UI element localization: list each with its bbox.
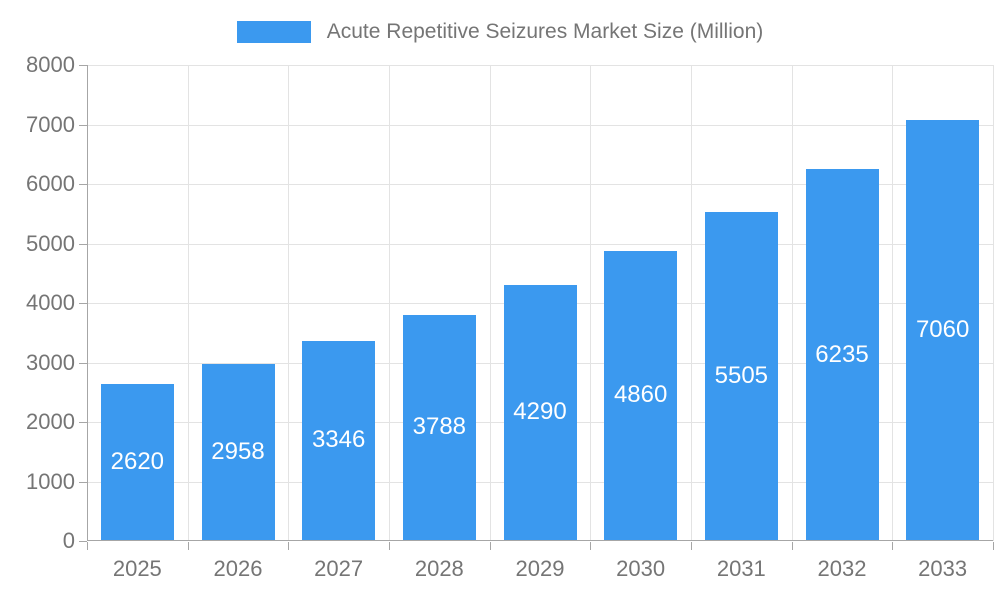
x-axis-tick-label: 2033 [918, 556, 968, 581]
x-axis-tick-label: 2030 [616, 556, 666, 581]
grid-line-horizontal [87, 65, 993, 66]
bar[interactable]: 5505 [704, 212, 778, 540]
bar-value-label: 5505 [714, 362, 769, 390]
y-axis-tick-label: 7000 [26, 111, 75, 137]
grid-line-vertical [489, 65, 491, 541]
x-axis-tick-label: 2032 [817, 556, 867, 581]
bar[interactable]: 4290 [503, 284, 577, 540]
x-axis-tick-mark [993, 542, 994, 550]
x-axis-tick-mark [389, 542, 390, 550]
bar-value-label: 4860 [613, 381, 668, 409]
x-axis-tick-mark [187, 542, 189, 550]
y-axis-tick-label: 8000 [26, 52, 75, 77]
bar-value-label: 3788 [412, 413, 467, 441]
bar[interactable]: 3788 [402, 314, 476, 540]
y-axis-tick-mark [79, 124, 87, 126]
x-axis-tick-mark [590, 542, 592, 550]
grid-line-vertical [590, 65, 592, 541]
y-axis-tick-label: 2000 [26, 409, 75, 434]
bar[interactable]: 2620 [100, 384, 174, 540]
x-axis-tick-mark [87, 542, 88, 550]
plot-area: 2620 2958 3346 3788 4290 4860 5505 6235 7060 [87, 65, 994, 541]
y-axis-tick-label: 5000 [26, 230, 75, 256]
x-axis-tick-label: 2028 [414, 556, 464, 581]
y-axis-tick-label: 0 [62, 528, 75, 553]
bar-value-label: 4290 [513, 398, 567, 426]
y-axis-tick-mark [79, 303, 87, 304]
y-axis-tick-label: 1000 [26, 468, 75, 494]
bar[interactable]: 6235 [805, 169, 879, 540]
y-axis-tick-mark [79, 481, 87, 483]
bar-value-label: 2958 [211, 438, 265, 465]
bar-value-label: 2620 [110, 448, 165, 476]
x-axis-tick-mark [791, 542, 793, 550]
x-axis-tick-label: 2031 [716, 556, 766, 581]
legend-swatch[interactable] [236, 21, 311, 43]
y-axis-labels: 0 1000 2000 3000 4000 5000 6000 7000 8000 [0, 52, 75, 553]
y-axis-tick-label: 3000 [26, 349, 75, 375]
x-axis-labels: 2025 2026 2027 2028 2029 2030 2031 2032 2033 [87, 556, 993, 586]
grid-line-vertical [791, 65, 793, 541]
grid-line-horizontal [87, 243, 993, 245]
x-axis-tick-label: 2027 [314, 556, 364, 581]
grid-line-vertical [993, 65, 994, 541]
x-axis-line [87, 540, 993, 541]
y-axis-tick-mark [79, 541, 87, 542]
y-axis-tick-label: 4000 [26, 290, 75, 315]
grid-line-vertical [288, 65, 290, 541]
y-axis-tick-mark [79, 65, 87, 66]
grid-line-vertical [691, 65, 692, 541]
grid-line-horizontal [87, 124, 993, 126]
x-axis-tick-label: 2025 [112, 556, 162, 581]
y-axis-tick-mark [79, 243, 87, 245]
bar[interactable]: 2958 [201, 364, 275, 540]
y-axis-tick-label: 6000 [26, 171, 75, 196]
bar-value-label: 6235 [815, 340, 869, 368]
bar-value-label: 7060 [915, 315, 970, 343]
x-axis-tick-mark [288, 542, 290, 550]
y-axis-tick-mark [79, 184, 87, 185]
grid-line-vertical [892, 65, 894, 541]
x-axis-tick-label: 2026 [213, 556, 263, 581]
bar-value-label: 3346 [311, 426, 366, 454]
x-axis-tick-mark [892, 542, 894, 550]
bar[interactable]: 4860 [604, 250, 678, 540]
y-axis-tick-mark [79, 422, 87, 423]
y-axis-line [87, 65, 88, 541]
grid-line-horizontal [87, 184, 993, 185]
y-axis-tick-mark [79, 362, 87, 364]
x-axis-tick-mark [691, 542, 692, 550]
grid-line-vertical [389, 65, 390, 541]
grid-line-vertical [187, 65, 189, 541]
x-axis-tick-label: 2029 [515, 556, 565, 581]
legend-label[interactable]: Acute Repetitive Seizures Market Size (M… [326, 20, 764, 43]
bar[interactable]: 7060 [906, 119, 980, 540]
legend[interactable]: Acute Repetitive Seizures Market Size (M… [0, 20, 1000, 44]
bar[interactable]: 3346 [302, 340, 376, 540]
x-axis-tick-mark [489, 542, 491, 550]
